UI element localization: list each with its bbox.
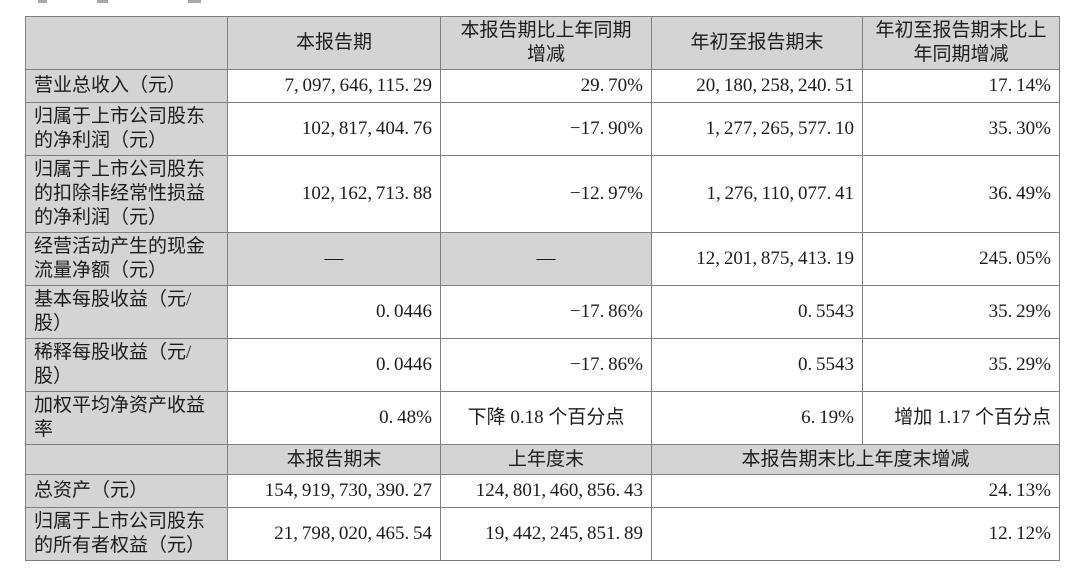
cell-period-end-change: 12. 12% [651, 507, 1060, 561]
cell-ytd: 20, 180, 258, 240. 51 [651, 69, 863, 103]
cell-end-of-period: 154, 919, 730, 390. 27 [227, 474, 441, 508]
cell-current-dash: — [227, 232, 441, 286]
cell-current: 102, 162, 713. 88 [227, 155, 441, 233]
cell-period-end-change: 24. 13% [651, 474, 1060, 508]
header-cell-current-period: 本报告期 [227, 16, 441, 70]
cell-ytd-yoy-change: 36. 49% [862, 155, 1060, 233]
key-financials-table: 本报告期 本报告期比上年同期增减 年初至报告期末 年初至报告期末比上年同期增减 … [25, 16, 1060, 561]
row-label: 稀释每股收益（元/股） [25, 338, 228, 392]
cell-yoy-change: −12. 97% [440, 155, 652, 233]
header-cell-ytd-yoy-change: 年初至报告期末比上年同期增减 [862, 16, 1060, 70]
table-row-total-assets: 总资产（元） 154, 919, 730, 390. 27 124, 801, … [25, 474, 1060, 508]
cell-yoy-change-dash: — [440, 232, 652, 286]
cell-current: 0. 0446 [227, 338, 441, 392]
table-row-equity-attributable-to-shareholders: 归属于上市公司股东的所有者权益（元） 21, 798, 020, 465. 54… [25, 507, 1060, 561]
table-row-net-profit-excl-nonrecurring: 归属于上市公司股东的扣除非经常性损益的净利润（元） 102, 162, 713.… [25, 155, 1060, 233]
row-label: 营业总收入（元） [25, 69, 228, 103]
header-cell-yoy-change: 本报告期比上年同期增减 [440, 16, 652, 70]
table-row-operating-cash-flow: 经营活动产生的现金流量净额（元） — — 12, 201, 875, 413. … [25, 232, 1060, 286]
header-cell-ytd: 年初至报告期末 [651, 16, 863, 70]
cell-yoy-change: −17. 86% [440, 285, 652, 339]
cell-current: 7, 097, 646, 115. 29 [227, 69, 441, 103]
cell-ytd: 6. 19% [651, 391, 863, 445]
cell-ytd-yoy-change: 35. 30% [862, 102, 1060, 156]
cell-current: 0. 0446 [227, 285, 441, 339]
clipped-text-fragment [0, 0, 300, 4]
cell-ytd: 1, 277, 265, 577. 10 [651, 102, 863, 156]
cell-end-of-period: 21, 798, 020, 465. 54 [227, 507, 441, 561]
cell-ytd: 0. 5543 [651, 338, 863, 392]
cell-ytd-yoy-change: 35. 29% [862, 338, 1060, 392]
cell-current: 0. 48% [227, 391, 441, 445]
cell-current: 102, 817, 404. 76 [227, 102, 441, 156]
table-row-net-profit: 归属于上市公司股东的净利润（元） 102, 817, 404. 76 −17. … [25, 102, 1060, 156]
row-label: 归属于上市公司股东的所有者权益（元） [25, 507, 228, 561]
table-row-diluted-eps: 稀释每股收益（元/股） 0. 0446 −17. 86% 0. 5543 35.… [25, 338, 1060, 392]
cell-end-of-prior-year: 124, 801, 460, 856. 43 [440, 474, 652, 508]
row-label: 经营活动产生的现金流量净额（元） [25, 232, 228, 286]
cell-yoy-change: −17. 86% [440, 338, 652, 392]
header-cell-blank [25, 16, 228, 70]
row-label: 基本每股收益（元/股） [25, 285, 228, 339]
table-row-weighted-avg-roe: 加权平均净资产收益率 0. 48% 下降 0.18 个百分点 6. 19% 增加… [25, 391, 1060, 445]
table-row-basic-eps: 基本每股收益（元/股） 0. 0446 −17. 86% 0. 5543 35.… [25, 285, 1060, 339]
header-row-period: 本报告期 本报告期比上年同期增减 年初至报告期末 年初至报告期末比上年同期增减 [25, 16, 1060, 70]
cell-yoy-change: 29. 70% [440, 69, 652, 103]
cell-end-of-prior-year: 19, 442, 245, 851. 89 [440, 507, 652, 561]
header-cell-yoy-change-text: 本报告期比上年同期增减 [460, 20, 632, 65]
cell-ytd: 0. 5543 [651, 285, 863, 339]
table-row-total-revenue: 营业总收入（元） 7, 097, 646, 115. 29 29. 70% 20… [25, 69, 1060, 103]
header-row-period-end: 本报告期末 上年度末 本报告期末比上年度末增减 [25, 444, 1060, 475]
header-cell-period-end-change: 本报告期末比上年度末增减 [651, 444, 1060, 475]
row-label: 总资产（元） [25, 474, 228, 508]
header-cell-blank [25, 444, 228, 475]
cell-ytd: 1, 276, 110, 077. 41 [651, 155, 863, 233]
header-cell-end-of-prior-year: 上年度末 [440, 444, 652, 475]
row-label: 归属于上市公司股东的净利润（元） [25, 102, 228, 156]
row-label: 归属于上市公司股东的扣除非经常性损益的净利润（元） [25, 155, 228, 233]
cell-ytd-yoy-change: 35. 29% [862, 285, 1060, 339]
cell-yoy-change-text: 下降 0.18 个百分点 [440, 391, 652, 445]
row-label: 加权平均净资产收益率 [25, 391, 228, 445]
cell-ytd-yoy-change: 17. 14% [862, 69, 1060, 103]
cell-ytd-yoy-change-text: 增加 1.17 个百分点 [862, 391, 1060, 445]
cell-ytd: 12, 201, 875, 413. 19 [651, 232, 863, 286]
cell-yoy-change: −17. 90% [440, 102, 652, 156]
cell-ytd-yoy-change: 245. 05% [862, 232, 1060, 286]
header-cell-end-of-period: 本报告期末 [227, 444, 441, 475]
